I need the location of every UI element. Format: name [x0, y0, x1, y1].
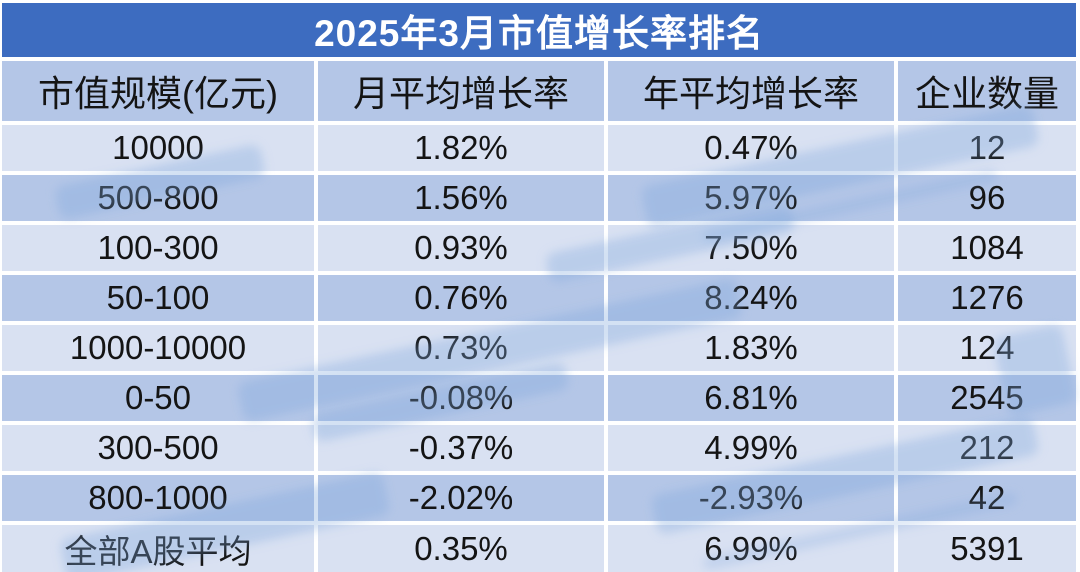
cell-company-count: 1084	[898, 225, 1077, 271]
cell-annual-growth: 7.50%	[608, 225, 894, 271]
cell-monthly-growth: 0.73%	[318, 325, 604, 371]
table-row: 0-50 -0.08% 6.81% 2545	[2, 375, 1077, 421]
table-title-row: 2025年3月市值增长率排名	[2, 3, 1077, 57]
cell-market-cap-range: 10000	[2, 125, 314, 171]
column-header-company-count: 企业数量	[898, 61, 1077, 121]
cell-monthly-growth: 0.35%	[318, 525, 604, 572]
cell-company-count: 212	[898, 425, 1077, 471]
cell-monthly-growth: -2.02%	[318, 475, 604, 521]
cell-market-cap-range: 0-50	[2, 375, 314, 421]
cell-monthly-growth: -0.08%	[318, 375, 604, 421]
cell-annual-growth: 6.81%	[608, 375, 894, 421]
cell-monthly-growth: -0.37%	[318, 425, 604, 471]
table-row: 50-100 0.76% 8.24% 1276	[2, 275, 1077, 321]
table-row: 1000-10000 0.73% 1.83% 124	[2, 325, 1077, 371]
cell-company-count: 42	[898, 475, 1077, 521]
cell-market-cap-range: 500-800	[2, 175, 314, 221]
cell-company-count: 1276	[898, 275, 1077, 321]
cell-company-count: 96	[898, 175, 1077, 221]
cell-market-cap-range: 800-1000	[2, 475, 314, 521]
cell-market-cap-range: 全部A股平均	[2, 525, 314, 572]
cell-monthly-growth: 1.56%	[318, 175, 604, 221]
cell-annual-growth: 1.83%	[608, 325, 894, 371]
cell-monthly-growth: 0.76%	[318, 275, 604, 321]
cell-monthly-growth: 0.93%	[318, 225, 604, 271]
cell-annual-growth: 0.47%	[608, 125, 894, 171]
table-row: 100-300 0.93% 7.50% 1084	[2, 225, 1077, 271]
table-title: 2025年3月市值增长率排名	[2, 3, 1077, 57]
cell-market-cap-range: 50-100	[2, 275, 314, 321]
cell-annual-growth: 6.99%	[608, 525, 894, 572]
column-header-monthly-growth: 月平均增长率	[318, 61, 604, 121]
table-row-average: 全部A股平均 0.35% 6.99% 5391	[2, 525, 1077, 572]
cell-company-count: 12	[898, 125, 1077, 171]
cell-company-count: 124	[898, 325, 1077, 371]
cell-annual-growth: -2.93%	[608, 475, 894, 521]
cell-annual-growth: 4.99%	[608, 425, 894, 471]
table-row: 800-1000 -2.02% -2.93% 42	[2, 475, 1077, 521]
cell-monthly-growth: 1.82%	[318, 125, 604, 171]
column-header-market-cap-range: 市值规模(亿元)	[2, 61, 314, 121]
cell-market-cap-range: 300-500	[2, 425, 314, 471]
table-row: 300-500 -0.37% 4.99% 212	[2, 425, 1077, 471]
cell-company-count: 2545	[898, 375, 1077, 421]
cell-company-count: 5391	[898, 525, 1077, 572]
cell-market-cap-range: 1000-10000	[2, 325, 314, 371]
cell-annual-growth: 5.97%	[608, 175, 894, 221]
table-row: 10000 1.82% 0.47% 12	[2, 125, 1077, 171]
column-header-annual-growth: 年平均增长率	[608, 61, 894, 121]
table-row: 500-800 1.56% 5.97% 96	[2, 175, 1077, 221]
cell-market-cap-range: 100-300	[2, 225, 314, 271]
cell-annual-growth: 8.24%	[608, 275, 894, 321]
table-header-row: 市值规模(亿元) 月平均增长率 年平均增长率 企业数量	[2, 61, 1077, 121]
